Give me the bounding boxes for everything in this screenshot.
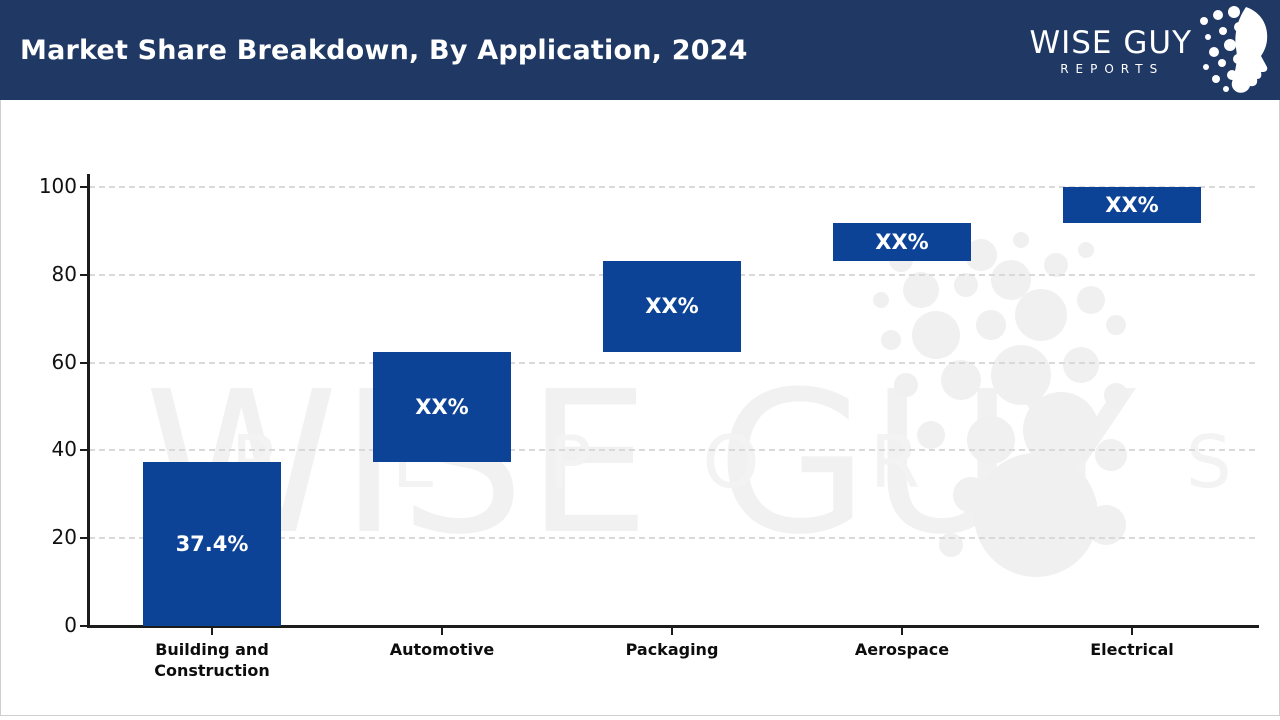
y-tick-label: 20 <box>51 525 77 550</box>
gridline-20 <box>89 537 1259 540</box>
x-category-label: Packaging <box>625 640 719 659</box>
x-category-label: Electrical <box>1090 640 1174 659</box>
gridline-100 <box>89 186 1259 188</box>
logo-wordmark: WISE GUY <box>1029 24 1192 61</box>
y-tick-label: 0 <box>64 613 77 637</box>
bar-value-label: XX% <box>645 294 699 319</box>
watermark-face-icon <box>873 232 1128 577</box>
bar-value-label: 37.4% <box>175 531 249 556</box>
y-tick-mark <box>80 537 88 540</box>
bar-value-label: XX% <box>875 230 929 255</box>
bar-value-label: XX% <box>1105 193 1159 218</box>
wise-guy-logo: WISE GUY REPORTS <box>1029 0 1270 100</box>
y-tick-label: 40 <box>51 437 77 462</box>
watermark-subtext: R E P O R T S <box>231 420 1276 504</box>
y-tick-label: 80 <box>51 261 77 286</box>
gridline-40 <box>89 449 1259 452</box>
x-axis <box>87 625 1259 628</box>
x-category-label: Automotive <box>389 640 495 659</box>
x-tick-mark <box>901 628 903 635</box>
y-tick-label: 60 <box>51 349 77 374</box>
x-category-label: Aerospace <box>854 640 950 659</box>
chart-area: WISE GUY R E P O R T S 0 20 40 60 80 100 37.4%… <box>0 100 1280 716</box>
logo-face-icon <box>1200 6 1268 93</box>
page-title: Market Share Breakdown, By Application, … <box>20 34 748 66</box>
y-tick-mark <box>80 186 88 188</box>
bar-packaging: XX% <box>603 260 741 353</box>
gridline-60 <box>89 361 1259 364</box>
bar-electrical: XX% <box>1063 187 1201 224</box>
y-tick-mark <box>80 625 88 627</box>
bar-value-label: XX% <box>415 394 469 419</box>
logo-text: WISE GUY REPORTS <box>1029 25 1192 76</box>
bar-automotive: XX% <box>373 352 511 462</box>
y-tick-mark <box>80 361 88 364</box>
x-tick-mark <box>441 628 443 635</box>
y-tick-label: 100 <box>38 174 77 198</box>
y-tick-mark <box>80 449 88 452</box>
y-axis <box>87 174 90 628</box>
bar-building-and: 37.4% <box>143 461 281 626</box>
logo-subtext: REPORTS <box>1060 61 1165 76</box>
x-tick-mark <box>671 628 673 635</box>
x-tick-mark <box>1131 628 1133 635</box>
x-tick-mark <box>211 628 213 635</box>
header: Market Share Breakdown, By Application, … <box>0 0 1280 100</box>
y-tick-mark <box>80 273 88 276</box>
bar-aerospace: XX% <box>833 223 971 261</box>
x-category-label: Building and Construction <box>154 640 270 680</box>
